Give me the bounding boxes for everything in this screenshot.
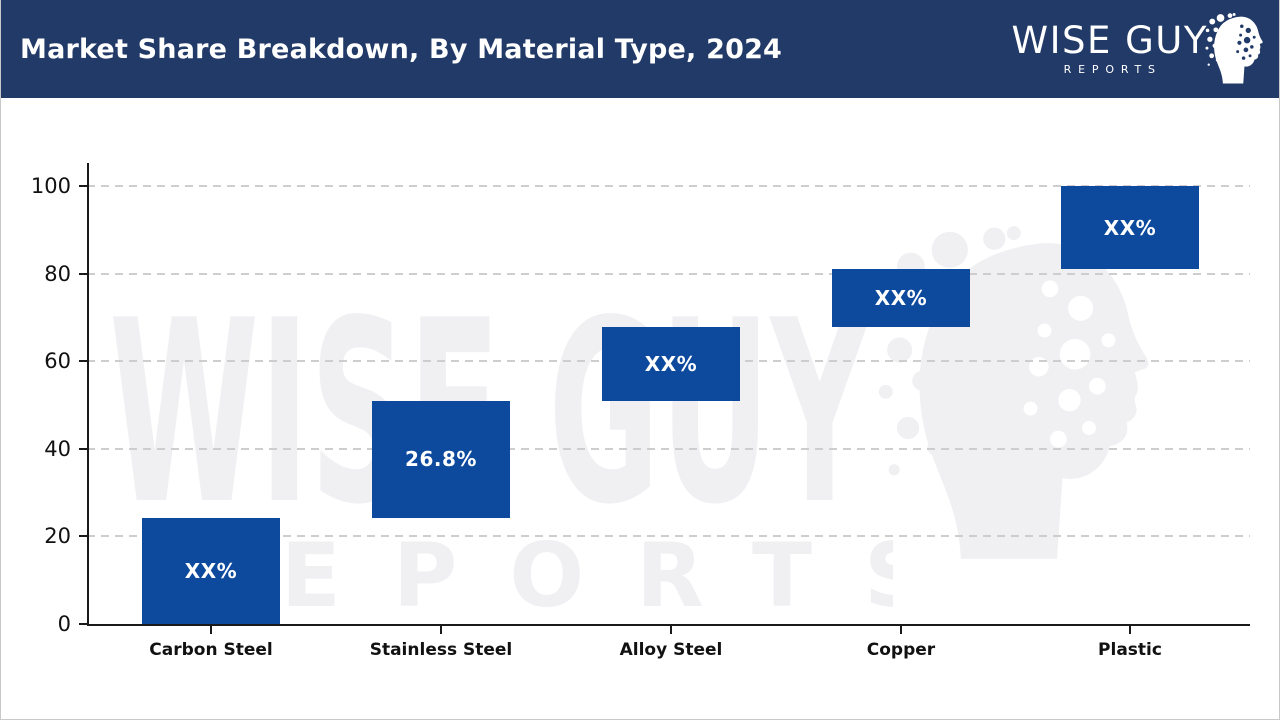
y-tick-label: 0 [57,612,71,636]
y-tick-mark [79,360,87,363]
logo-wordmark: WISE GUY [1011,19,1208,63]
watermark-line2: REPORTS [161,524,893,618]
y-tick-mark [79,447,87,450]
bar: XX% [832,269,970,327]
x-tick-mark [900,626,902,634]
x-tick-mark [1129,626,1131,634]
y-tick-mark [79,272,87,275]
gridline [87,272,1250,275]
wiseguy-logo: WISE GUY REPORTS [1012,5,1266,93]
bar-value-label: XX% [1103,215,1157,240]
x-tick-mark [210,626,212,634]
bar-value-label: XX% [184,558,238,583]
x-category-label: Stainless Steel [369,640,513,660]
y-tick-label: 40 [44,436,71,461]
chart-title: Market Share Breakdown, By Material Type… [20,34,783,65]
bar-value-label: 26.8% [405,447,477,472]
logo-subtext: REPORTS [1063,62,1162,76]
bar: XX% [142,518,280,624]
y-tick-label: 60 [44,349,71,374]
y-tick-label: 100 [30,174,71,198]
bar: XX% [1061,186,1199,270]
bar-value-label: XX% [874,285,928,310]
bar-value-label: XX% [644,351,698,376]
gridline [87,447,1250,450]
gridline [87,185,1250,187]
y-tick-mark [79,623,87,625]
x-category-label: Carbon Steel [149,640,273,660]
x-category-label: Plastic [1098,640,1162,660]
x-category-label: Copper [866,640,936,660]
gridline [87,535,1250,538]
bar: XX% [602,326,740,401]
y-tick-label: 80 [44,261,71,286]
x-tick-mark [670,626,672,634]
wiseguy-face-icon [1205,12,1263,84]
header-bar: Market Share Breakdown, By Material Type… [0,0,1280,98]
y-axis-line [87,163,89,626]
x-category-label: Alloy Steel [619,640,723,660]
x-tick-mark [440,626,442,634]
bar: 26.8% [372,400,510,518]
logo-text: WISE GUY REPORTS [1011,19,1208,76]
y-tick-mark [79,185,87,187]
y-tick-mark [79,535,87,538]
y-tick-label: 20 [44,524,71,549]
x-axis-line [87,624,1250,626]
